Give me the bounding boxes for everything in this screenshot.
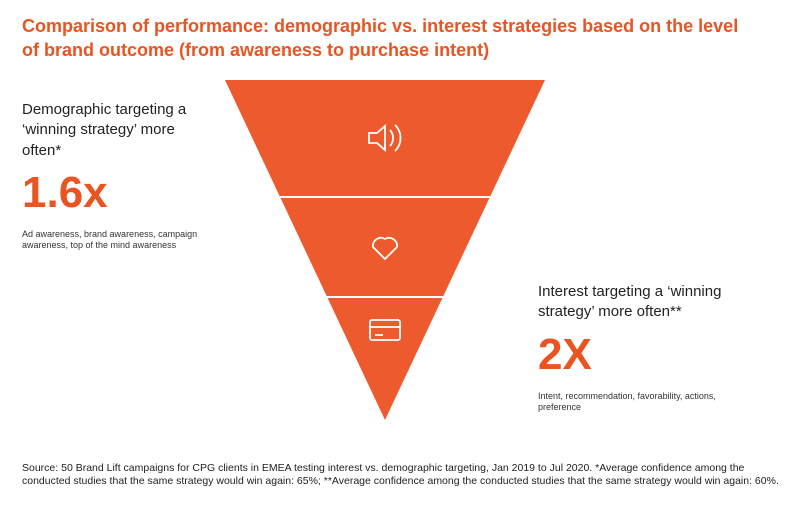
left-note: Ad awareness, brand awareness, campaign … xyxy=(22,229,202,252)
right-stat: 2X xyxy=(538,333,768,377)
left-label: Demographic targeting a ‘winning strateg… xyxy=(22,100,212,161)
page-title: Comparison of performance: demographic v… xyxy=(22,14,742,63)
right-callout: Interest targeting a ‘winning strategy’ … xyxy=(538,282,768,414)
footer-source: Source: 50 Brand Lift campaigns for CPG … xyxy=(22,462,782,489)
right-note: Intent, recommendation, favorability, ac… xyxy=(538,391,718,414)
left-callout: Demographic targeting a ‘winning strateg… xyxy=(22,100,212,252)
left-stat: 1.6x xyxy=(22,171,212,215)
funnel-diagram xyxy=(225,80,545,420)
infographic: Comparison of performance: demographic v… xyxy=(0,0,800,507)
right-label: Interest targeting a ‘winning strategy’ … xyxy=(538,282,768,323)
